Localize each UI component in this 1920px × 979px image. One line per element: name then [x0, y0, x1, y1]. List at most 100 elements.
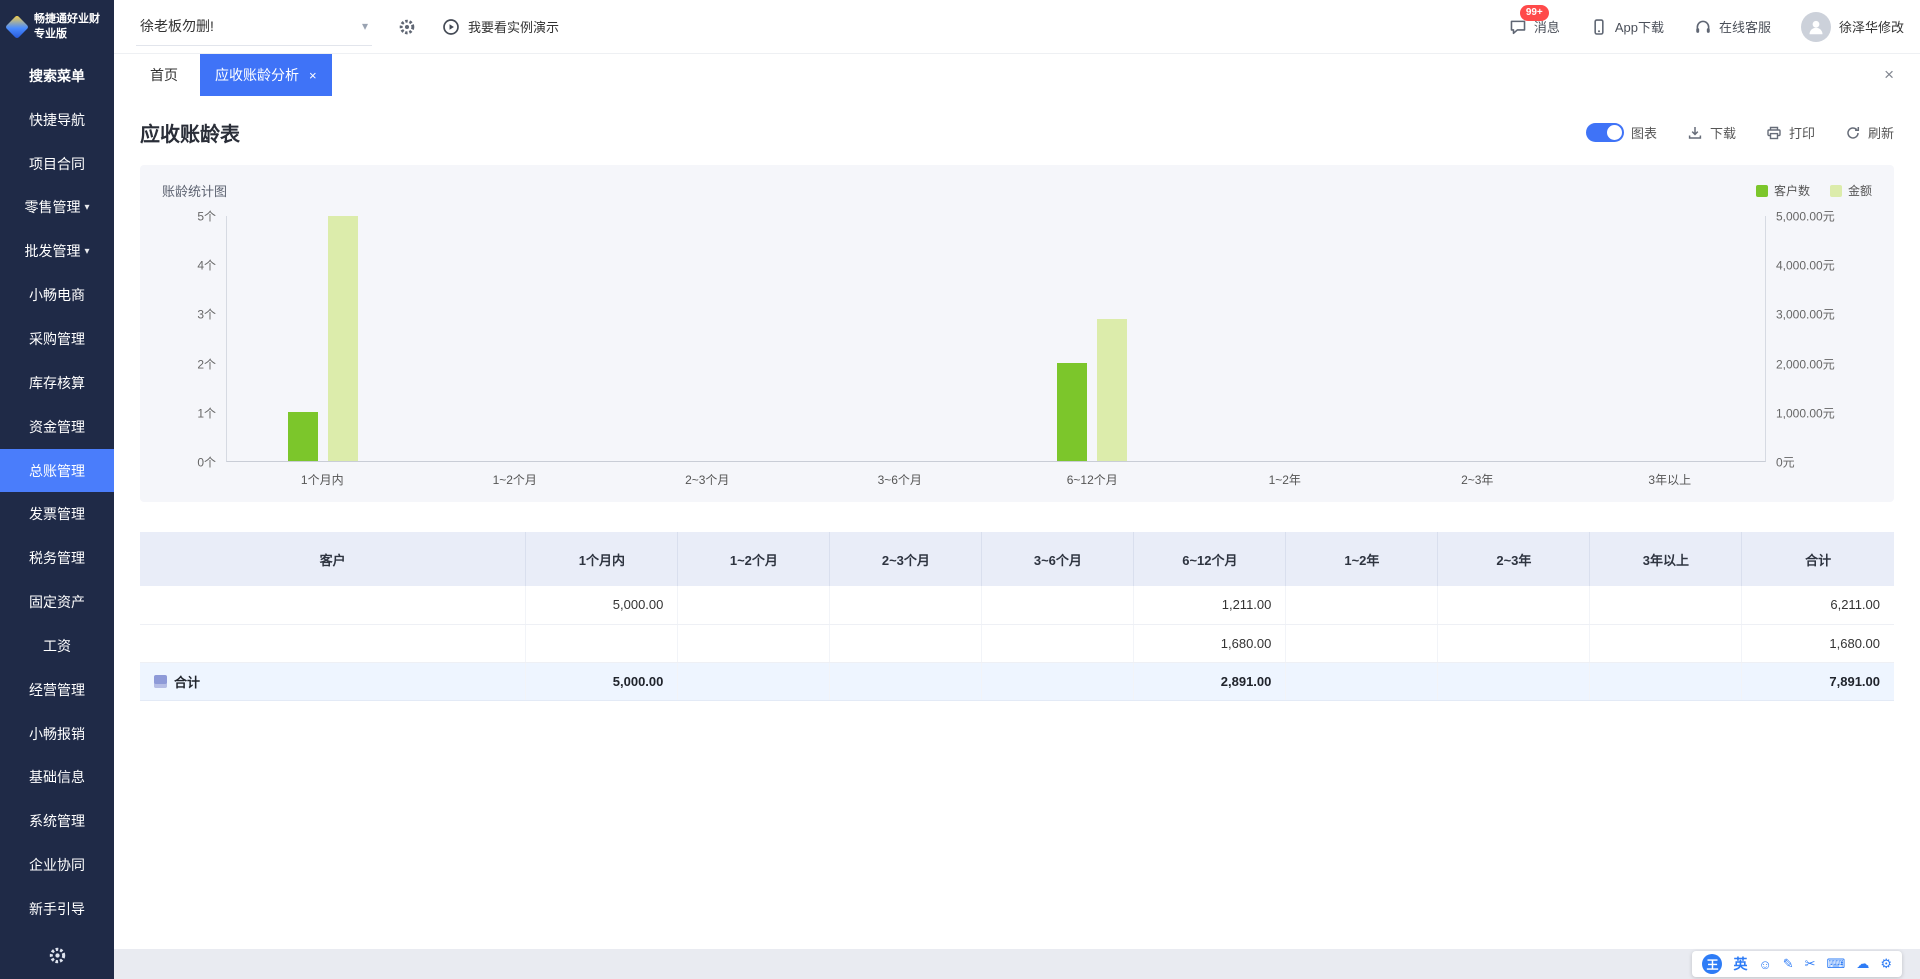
chart-category-cell: [1188, 216, 1380, 461]
ime-toolbar: 王 英 ☺ ✎ ✂ ⌨ ☁ ⚙: [1692, 951, 1902, 977]
value-cell: 5,000.00: [525, 586, 679, 625]
sidebar-item-wholesale-mgmt[interactable]: 批发管理 ▾: [0, 229, 114, 273]
online-service-button[interactable]: 在线客服: [1694, 17, 1771, 36]
sidebar-item-inventory-accounting[interactable]: 库存核算: [0, 361, 114, 405]
app-logo: 畅捷通好业财 专业版: [0, 0, 114, 54]
bottom-strip: 王 英 ☺ ✎ ✂ ⌨ ☁ ⚙: [114, 949, 1920, 979]
value-cell: [1589, 624, 1743, 663]
gear-icon[interactable]: [398, 18, 416, 36]
left-y-axis: 5个 4个 3个 2个 1个 0个: [162, 210, 226, 470]
y-tick: 2,000.00元: [1776, 357, 1835, 372]
download-button[interactable]: 下载: [1687, 123, 1736, 142]
sidebar-item-payroll[interactable]: 工资: [0, 624, 114, 668]
col-header: 3年以上: [1589, 532, 1743, 586]
emoji-icon[interactable]: ☺: [1758, 956, 1772, 972]
sidebar-item-general-ledger[interactable]: 总账管理: [0, 448, 114, 493]
sidebar-item-retail-mgmt[interactable]: 零售管理 ▾: [0, 186, 114, 230]
demo-link[interactable]: 我要看实例演示: [442, 17, 559, 36]
company-selector[interactable]: 徐老板勿删! ▾: [136, 7, 372, 46]
phone-icon: [1590, 18, 1608, 36]
close-icon[interactable]: ×: [1884, 65, 1894, 84]
sidebar-item-project-contract[interactable]: 项目合同: [0, 142, 114, 186]
customer-cell: [140, 624, 527, 663]
refresh-button[interactable]: 刷新: [1845, 123, 1894, 142]
print-button[interactable]: 打印: [1766, 123, 1815, 142]
chart-bar-customer-count: [1057, 363, 1088, 461]
x-tick: 2~3年: [1461, 473, 1494, 487]
total-value-cell: [677, 662, 831, 701]
ime-logo-icon[interactable]: 王: [1702, 954, 1723, 974]
table-header-row: 客户 1个月内 1~2个月 2~3个月 3~6个月 6~12个月 1~2年 2~…: [140, 532, 1894, 586]
sidebar-item-search-menu[interactable]: 搜索菜单: [0, 54, 114, 98]
main-area: 徐老板勿删! ▾ 我要看实例演示 消息 99+: [114, 0, 1920, 979]
right-y-axis: 5,000.00元 4,000.00元 3,000.00元 2,000.00元 …: [1766, 210, 1872, 470]
value-cell: [829, 624, 983, 663]
messages-button[interactable]: 消息 99+: [1509, 5, 1560, 36]
gear-icon[interactable]: [48, 946, 67, 965]
y-tick: 4个: [197, 258, 216, 273]
keyboard-icon[interactable]: ⌨: [1826, 956, 1846, 971]
user-menu[interactable]: 徐泽华修改: [1800, 11, 1904, 42]
page-content: 应收账龄表 图表 下载: [114, 96, 1920, 949]
brand-line1: 畅捷通好业财: [34, 12, 100, 25]
sidebar-item-base-info[interactable]: 基础信息: [0, 756, 114, 800]
sidebar-item-business-mgmt[interactable]: 经营管理: [0, 668, 114, 712]
sidebar-item-label: 发票管理: [29, 506, 85, 523]
screenshot-icon[interactable]: ✂: [1804, 956, 1816, 971]
total-label-cell: 合计: [140, 662, 527, 701]
axis-spacer: [162, 462, 226, 494]
sidebar-item-fixed-assets[interactable]: 固定资产: [0, 580, 114, 624]
y-tick: 5个: [197, 209, 216, 224]
cloud-icon[interactable]: ☁: [1856, 956, 1870, 971]
table-row[interactable]: 1,680.00 1,680.00: [140, 624, 1894, 663]
total-value-cell: [1437, 662, 1591, 701]
total-cell: 6,211.00: [1741, 586, 1894, 625]
tab-home[interactable]: 首页: [128, 54, 200, 96]
sidebar-item-label: 快捷导航: [29, 111, 85, 128]
play-circle-icon: [442, 18, 460, 36]
legend-item-amount[interactable]: 金额: [1829, 182, 1872, 199]
summary-icon: [154, 674, 167, 688]
bar-chart: 5个 4个 3个 2个 1个 0个: [162, 210, 1872, 494]
settings-icon[interactable]: ⚙: [1880, 956, 1892, 971]
app-download-button[interactable]: App下载: [1590, 17, 1664, 36]
sidebar-item-label: 采购管理: [29, 330, 85, 347]
chart-toggle-switch[interactable]: [1585, 123, 1624, 142]
y-tick: 0个: [197, 455, 216, 470]
chevron-down-icon: ▾: [84, 201, 90, 213]
sidebar-item-ecommerce[interactable]: 小畅电商: [0, 273, 114, 317]
sidebar-item-invoice-mgmt[interactable]: 发票管理: [0, 492, 114, 536]
value-cell: [981, 624, 1135, 663]
content-header: 应收账龄表 图表 下载: [114, 96, 1920, 165]
brand-line2: 专业版: [34, 28, 67, 40]
sidebar-item-label: 项目合同: [29, 155, 85, 172]
chart-toggle-control: 图表: [1585, 123, 1657, 142]
ime-mode-toggle[interactable]: 英: [1733, 956, 1748, 972]
table-row[interactable]: 5,000.00 1,211.00 6,211.00: [140, 586, 1894, 625]
sidebar-item-funds-mgmt[interactable]: 资金管理: [0, 405, 114, 449]
handwriting-icon[interactable]: ✎: [1782, 956, 1794, 971]
y-tick: 3,000.00元: [1776, 307, 1835, 322]
sidebar-item-label: 小畅报销: [29, 725, 85, 742]
value-cell: [1285, 624, 1439, 663]
legend-item-customer-count[interactable]: 客户数: [1755, 182, 1810, 199]
sidebar-item-tax-mgmt[interactable]: 税务管理: [0, 536, 114, 580]
value-cell: 1,211.00: [1133, 586, 1287, 625]
table-total-row: 合计 5,000.00 2,891.00 7,891.00: [140, 662, 1894, 701]
sidebar-item-quick-nav[interactable]: 快捷导航: [0, 98, 114, 142]
sidebar-item-purchase-mgmt[interactable]: 采购管理: [0, 317, 114, 361]
sidebar-item-beginner-guide[interactable]: 新手引导: [0, 887, 114, 931]
brand-diamond-icon: [4, 14, 30, 40]
sidebar-item-label: 经营管理: [29, 681, 85, 698]
sidebar-item-expense[interactable]: 小畅报销: [0, 712, 114, 756]
total-cell: 1,680.00: [1741, 624, 1894, 663]
sidebar: 畅捷通好业财 专业版 搜索菜单 快捷导航 项目合同 零售管理 ▾ 批发管理 ▾ 小畅…: [0, 0, 114, 979]
tab-receivable-aging-analysis[interactable]: 应收账龄分析 ×: [200, 54, 332, 96]
sidebar-item-label: 基础信息: [29, 769, 85, 786]
sidebar-item-system-mgmt[interactable]: 系统管理: [0, 799, 114, 843]
sidebar-item-enterprise-collab[interactable]: 企业协同: [0, 843, 114, 887]
chart-title: 账龄统计图: [162, 184, 228, 199]
page-title: 应收账龄表: [140, 124, 240, 146]
close-icon[interactable]: ×: [309, 67, 317, 83]
